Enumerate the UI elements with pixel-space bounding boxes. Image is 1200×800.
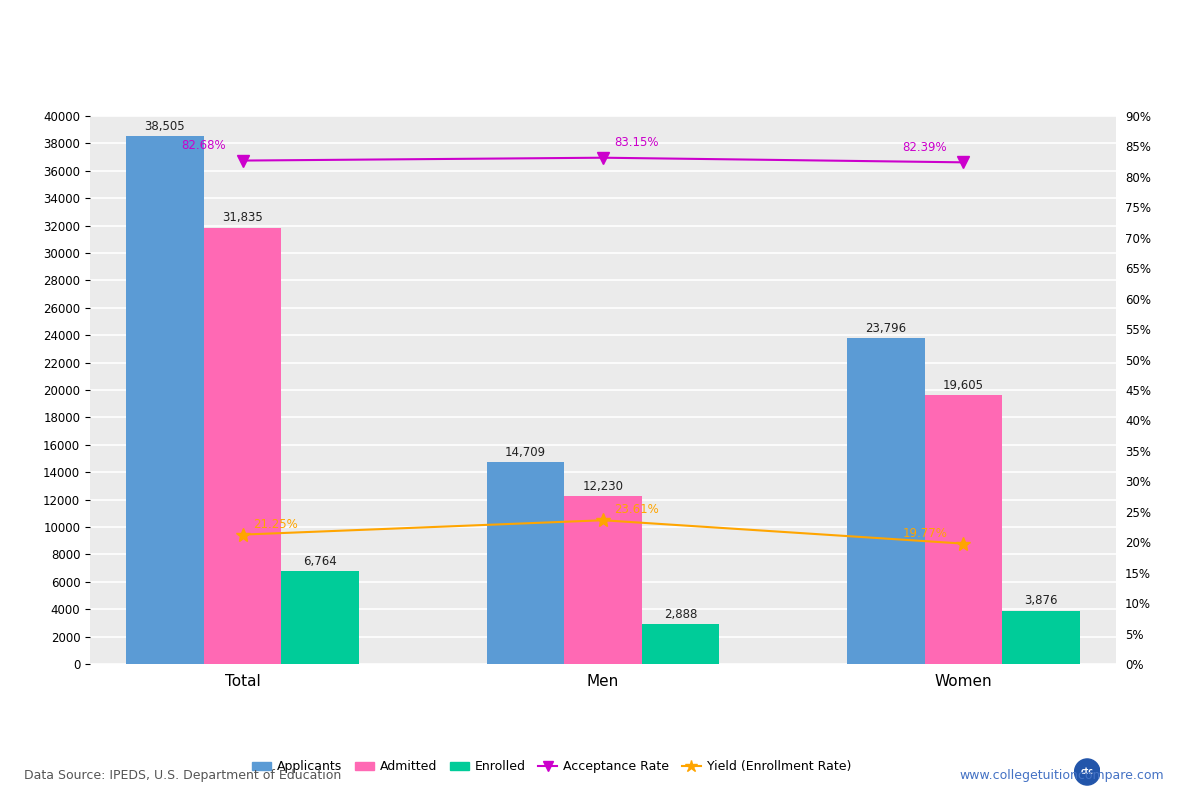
Bar <box>847 338 925 664</box>
Text: 23,796: 23,796 <box>865 322 906 334</box>
Text: 12,230: 12,230 <box>582 480 624 493</box>
Text: 14,709: 14,709 <box>505 446 546 459</box>
Bar <box>642 625 720 664</box>
Text: 19,605: 19,605 <box>943 379 984 392</box>
Text: 2,888: 2,888 <box>664 608 697 621</box>
Yield (Enrollment Rate) <box>235 530 250 539</box>
Bar <box>564 497 642 664</box>
Text: 82.68%: 82.68% <box>181 139 226 152</box>
Text: 19.77%: 19.77% <box>902 526 947 539</box>
Text: 21.25%: 21.25% <box>253 518 299 530</box>
Bar <box>486 462 564 664</box>
Text: Data Source: IPEDS, U.S. Department of Education: Data Source: IPEDS, U.S. Department of E… <box>24 770 341 782</box>
Bar <box>281 571 359 664</box>
Acceptance Rate <box>235 156 250 166</box>
Text: The University of Alabama Acceptance Rate and Admission Statistics: The University of Alabama Acceptance Rat… <box>167 28 1033 48</box>
Bar <box>204 228 281 664</box>
Yield (Enrollment Rate) <box>956 539 971 549</box>
Bar <box>126 137 204 664</box>
Text: www.collegetuitioncompare.com: www.collegetuitioncompare.com <box>959 770 1164 782</box>
Circle shape <box>1074 759 1100 785</box>
Line: Acceptance Rate: Acceptance Rate <box>236 152 970 168</box>
Text: 82.39%: 82.39% <box>902 141 947 154</box>
Line: Yield (Enrollment Rate): Yield (Enrollment Rate) <box>235 514 971 550</box>
Text: 6,764: 6,764 <box>304 555 337 568</box>
Bar <box>1002 611 1080 664</box>
Legend: Applicants, Admitted, Enrolled, Acceptance Rate, Yield (Enrollment Rate): Applicants, Admitted, Enrolled, Acceptan… <box>247 755 857 778</box>
Text: 31,835: 31,835 <box>222 211 263 225</box>
Text: Academic Year 2019-2020: Academic Year 2019-2020 <box>499 74 701 89</box>
Yield (Enrollment Rate) <box>596 515 611 525</box>
Acceptance Rate <box>956 158 971 167</box>
Text: ctc: ctc <box>1081 767 1093 777</box>
Text: 83.15%: 83.15% <box>614 137 659 150</box>
Text: 38,505: 38,505 <box>144 120 185 133</box>
Text: 23.61%: 23.61% <box>614 503 659 516</box>
Text: 3,876: 3,876 <box>1025 594 1058 607</box>
Acceptance Rate <box>596 153 611 162</box>
Bar <box>925 395 1002 664</box>
